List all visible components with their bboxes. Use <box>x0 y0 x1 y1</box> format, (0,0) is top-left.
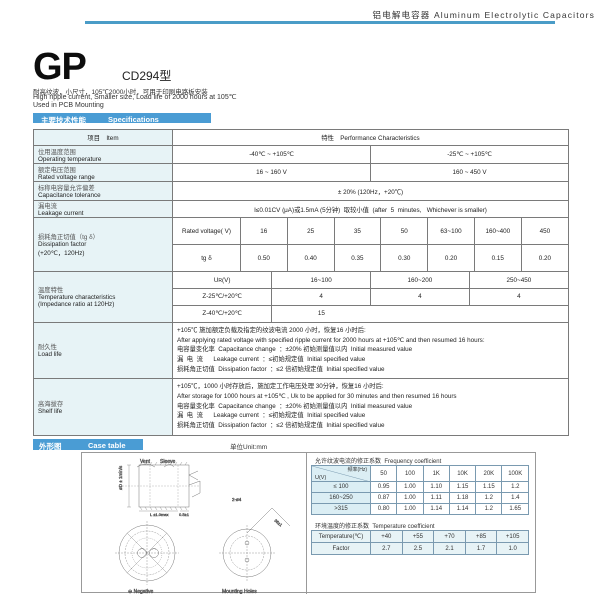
svg-text:Mounting Holes: Mounting Holes <box>222 589 257 594</box>
svg-text:⊖ Negative: ⊖ Negative <box>128 589 154 594</box>
svg-text:2-ø4: 2-ø4 <box>232 497 242 502</box>
svg-text:L ±1.0max: L ±1.0max <box>150 512 169 517</box>
svg-text:Sleeve: Sleeve <box>160 459 176 465</box>
svg-text:0.5±1: 0.5±1 <box>179 512 190 517</box>
svg-text:øD ± 1min/s: øD ± 1min/s <box>118 465 123 490</box>
svg-text:36±1: 36±1 <box>273 518 284 528</box>
